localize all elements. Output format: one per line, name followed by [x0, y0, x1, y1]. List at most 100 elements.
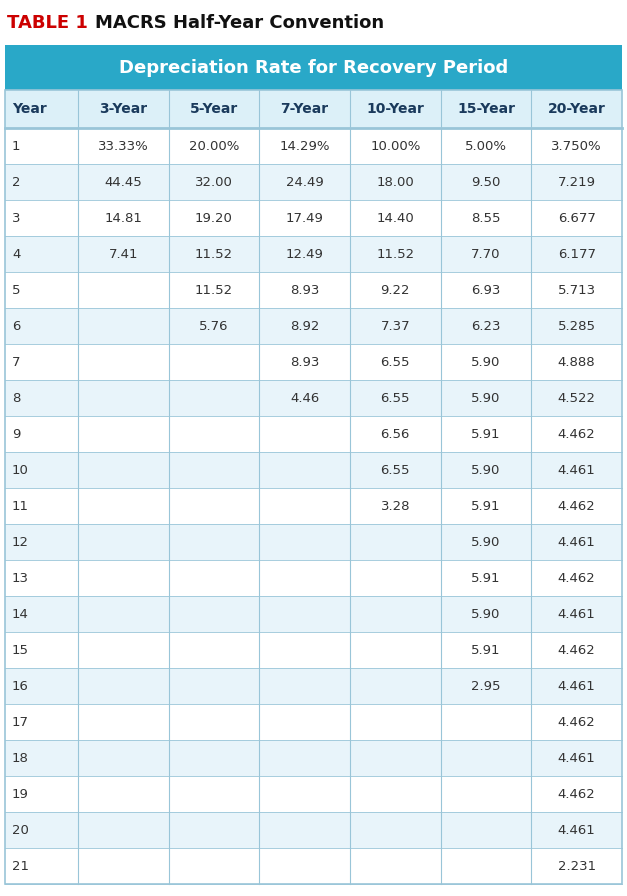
Text: 6.677: 6.677 — [557, 211, 596, 225]
Text: 19: 19 — [12, 788, 29, 800]
Text: 6.55: 6.55 — [381, 356, 410, 368]
Text: 21: 21 — [12, 859, 29, 873]
Text: 12.49: 12.49 — [286, 247, 324, 261]
Text: 4.461: 4.461 — [558, 679, 596, 693]
Text: 4.888: 4.888 — [558, 356, 596, 368]
Text: 8.55: 8.55 — [472, 211, 501, 225]
Text: 9: 9 — [12, 427, 20, 441]
Text: 32.00: 32.00 — [195, 176, 233, 188]
Text: 5: 5 — [12, 283, 21, 297]
Text: 1: 1 — [12, 140, 21, 152]
Bar — [5, 90, 622, 884]
Bar — [5, 452, 622, 488]
Text: 5.285: 5.285 — [557, 320, 596, 332]
Text: 20-Year: 20-Year — [548, 102, 606, 116]
Text: 33.33%: 33.33% — [98, 140, 149, 152]
Bar — [5, 596, 622, 632]
Text: 14: 14 — [12, 607, 29, 621]
Text: 4.461: 4.461 — [558, 823, 596, 837]
Bar — [5, 344, 622, 380]
Text: 10.00%: 10.00% — [370, 140, 421, 152]
Bar — [5, 308, 622, 344]
Bar — [5, 45, 622, 90]
Text: 6.23: 6.23 — [472, 320, 501, 332]
Text: 10-Year: 10-Year — [366, 102, 424, 116]
Text: 19.20: 19.20 — [195, 211, 233, 225]
Text: 44.45: 44.45 — [104, 176, 142, 188]
Text: 8.92: 8.92 — [290, 320, 319, 332]
Bar — [5, 776, 622, 812]
Text: 5.00%: 5.00% — [465, 140, 507, 152]
Text: 6.55: 6.55 — [381, 392, 410, 404]
Text: 5.90: 5.90 — [472, 463, 500, 477]
Text: 5.76: 5.76 — [199, 320, 229, 332]
Text: MACRS Half-Year Convention: MACRS Half-Year Convention — [95, 14, 384, 32]
Text: 2.95: 2.95 — [472, 679, 501, 693]
Text: 18: 18 — [12, 752, 29, 764]
Text: 6: 6 — [12, 320, 20, 332]
Text: 5.91: 5.91 — [472, 572, 501, 584]
Text: TABLE 1: TABLE 1 — [7, 14, 88, 32]
Bar — [5, 740, 622, 776]
Bar — [5, 90, 622, 884]
Bar — [5, 90, 622, 128]
Text: 7.41: 7.41 — [108, 247, 138, 261]
Text: 5.90: 5.90 — [472, 392, 500, 404]
Text: 11.52: 11.52 — [195, 247, 233, 261]
Text: 7: 7 — [12, 356, 21, 368]
Bar — [5, 560, 622, 596]
Text: 20: 20 — [12, 823, 29, 837]
Text: 14.40: 14.40 — [376, 211, 414, 225]
Text: 3.750%: 3.750% — [551, 140, 602, 152]
Text: 17.49: 17.49 — [286, 211, 324, 225]
Bar — [5, 416, 622, 452]
Bar — [5, 128, 622, 164]
Text: Depreciation Rate for Recovery Period: Depreciation Rate for Recovery Period — [119, 58, 508, 76]
Text: 5.91: 5.91 — [472, 643, 501, 657]
Text: 3-Year: 3-Year — [99, 102, 147, 116]
Text: 7.37: 7.37 — [381, 320, 410, 332]
Text: 7.70: 7.70 — [472, 247, 501, 261]
Text: 6.93: 6.93 — [472, 283, 500, 297]
Bar — [5, 380, 622, 416]
Text: 18.00: 18.00 — [376, 176, 414, 188]
Text: 5.90: 5.90 — [472, 536, 500, 548]
Text: 9.22: 9.22 — [381, 283, 410, 297]
Text: 6.177: 6.177 — [557, 247, 596, 261]
Bar — [5, 164, 622, 200]
Text: 8.93: 8.93 — [290, 356, 319, 368]
Text: 4.462: 4.462 — [558, 427, 596, 441]
Text: 24.49: 24.49 — [286, 176, 324, 188]
Text: 7-Year: 7-Year — [280, 102, 329, 116]
Text: 4.462: 4.462 — [558, 788, 596, 800]
Text: 4.461: 4.461 — [558, 752, 596, 764]
Text: 15-Year: 15-Year — [457, 102, 515, 116]
Bar — [5, 236, 622, 272]
Text: 4.461: 4.461 — [558, 536, 596, 548]
Text: 6.56: 6.56 — [381, 427, 410, 441]
Bar — [5, 632, 622, 668]
Text: 3: 3 — [12, 211, 21, 225]
Text: 11: 11 — [12, 499, 29, 513]
Text: 20.00%: 20.00% — [189, 140, 239, 152]
Text: 7.219: 7.219 — [557, 176, 596, 188]
Text: 8.93: 8.93 — [290, 283, 319, 297]
Text: 4.461: 4.461 — [558, 463, 596, 477]
Text: 5.91: 5.91 — [472, 427, 501, 441]
Text: 10: 10 — [12, 463, 29, 477]
Text: 12: 12 — [12, 536, 29, 548]
Text: 5.90: 5.90 — [472, 607, 500, 621]
Text: 4.462: 4.462 — [558, 572, 596, 584]
Text: 5.90: 5.90 — [472, 356, 500, 368]
Text: 4: 4 — [12, 247, 20, 261]
Text: 11.52: 11.52 — [376, 247, 414, 261]
Text: 17: 17 — [12, 716, 29, 728]
Bar — [5, 812, 622, 848]
Bar — [5, 848, 622, 884]
Text: 4.522: 4.522 — [557, 392, 596, 404]
Text: 14.81: 14.81 — [104, 211, 142, 225]
Bar — [5, 200, 622, 236]
Bar — [5, 704, 622, 740]
Text: 15: 15 — [12, 643, 29, 657]
Bar — [5, 524, 622, 560]
